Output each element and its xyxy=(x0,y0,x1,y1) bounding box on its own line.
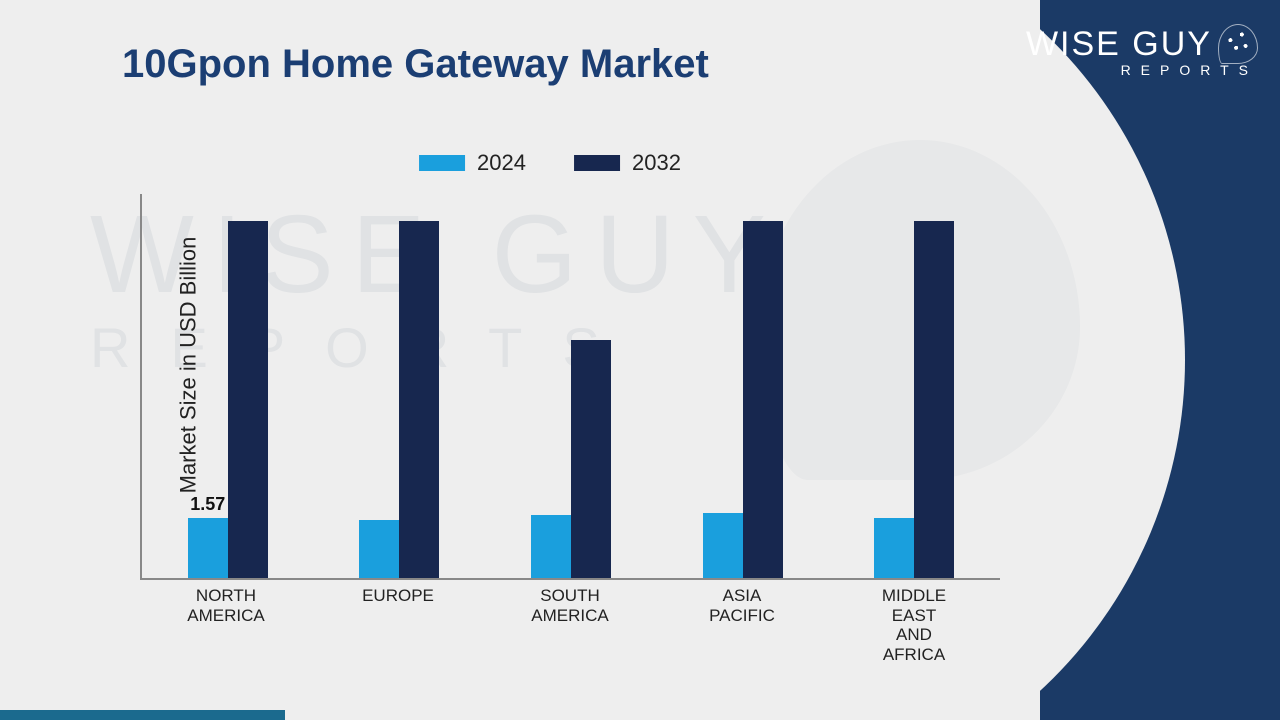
bar-2024 xyxy=(703,513,743,578)
bar-group: 1.57 xyxy=(142,194,314,578)
brand-name-text: WISE GUY xyxy=(1026,25,1212,64)
category-label: SOUTH AMERICA xyxy=(484,586,656,664)
legend-item-2024: 2024 xyxy=(419,150,526,176)
brand-subtitle: REPORTS xyxy=(1026,62,1258,78)
bottom-bar xyxy=(0,710,285,720)
legend-item-2032: 2032 xyxy=(574,150,681,176)
page-title: 10Gpon Home Gateway Market xyxy=(122,42,709,87)
bar-2032 xyxy=(399,221,439,578)
plot-area: 1.57 xyxy=(140,194,1000,580)
legend-swatch-2024 xyxy=(419,155,465,171)
category-label: MIDDLE EAST AND AFRICA xyxy=(828,586,1000,664)
bar-groups: 1.57 xyxy=(142,194,1000,578)
category-label: EUROPE xyxy=(312,586,484,664)
chart: Market Size in USD Billion 2024 2032 1.5… xyxy=(100,150,1000,580)
category-labels: NORTH AMERICAEUROPESOUTH AMERICAASIA PAC… xyxy=(140,586,1000,664)
bar-2024 xyxy=(874,518,914,578)
bar-2024 xyxy=(359,520,399,578)
category-label: NORTH AMERICA xyxy=(140,586,312,664)
brand-head-icon xyxy=(1218,24,1258,64)
brand-name: WISE GUY xyxy=(1026,24,1258,64)
bar-2032 xyxy=(228,221,268,578)
legend-label-2032: 2032 xyxy=(632,150,681,176)
legend: 2024 2032 xyxy=(419,150,681,176)
bar-2032 xyxy=(571,340,611,578)
legend-swatch-2032 xyxy=(574,155,620,171)
bar-group xyxy=(314,194,486,578)
bar-group xyxy=(828,194,1000,578)
category-label: ASIA PACIFIC xyxy=(656,586,828,664)
bar-2024: 1.57 xyxy=(188,518,228,578)
bar-group xyxy=(485,194,657,578)
bar-2032 xyxy=(743,221,783,578)
page: WISE GUY REPORTS 10Gpon Home Gateway Mar… xyxy=(0,0,1280,720)
bar-group xyxy=(657,194,829,578)
bar-2024 xyxy=(531,515,571,578)
legend-label-2024: 2024 xyxy=(477,150,526,176)
brand-logo: WISE GUY REPORTS xyxy=(1026,24,1258,78)
bar-2032 xyxy=(914,221,954,578)
bar-value-label: 1.57 xyxy=(190,494,225,515)
